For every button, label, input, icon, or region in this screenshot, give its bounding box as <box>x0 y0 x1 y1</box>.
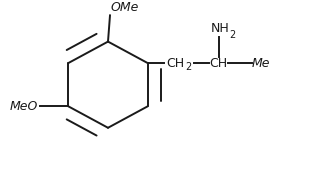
Text: 2: 2 <box>229 30 235 40</box>
Text: OMe: OMe <box>111 1 139 14</box>
Text: MeO: MeO <box>10 100 38 113</box>
Text: CH: CH <box>166 57 184 70</box>
Text: Me: Me <box>252 57 270 70</box>
Text: 2: 2 <box>185 62 191 72</box>
Text: CH: CH <box>209 57 227 70</box>
Text: NH: NH <box>211 22 230 35</box>
